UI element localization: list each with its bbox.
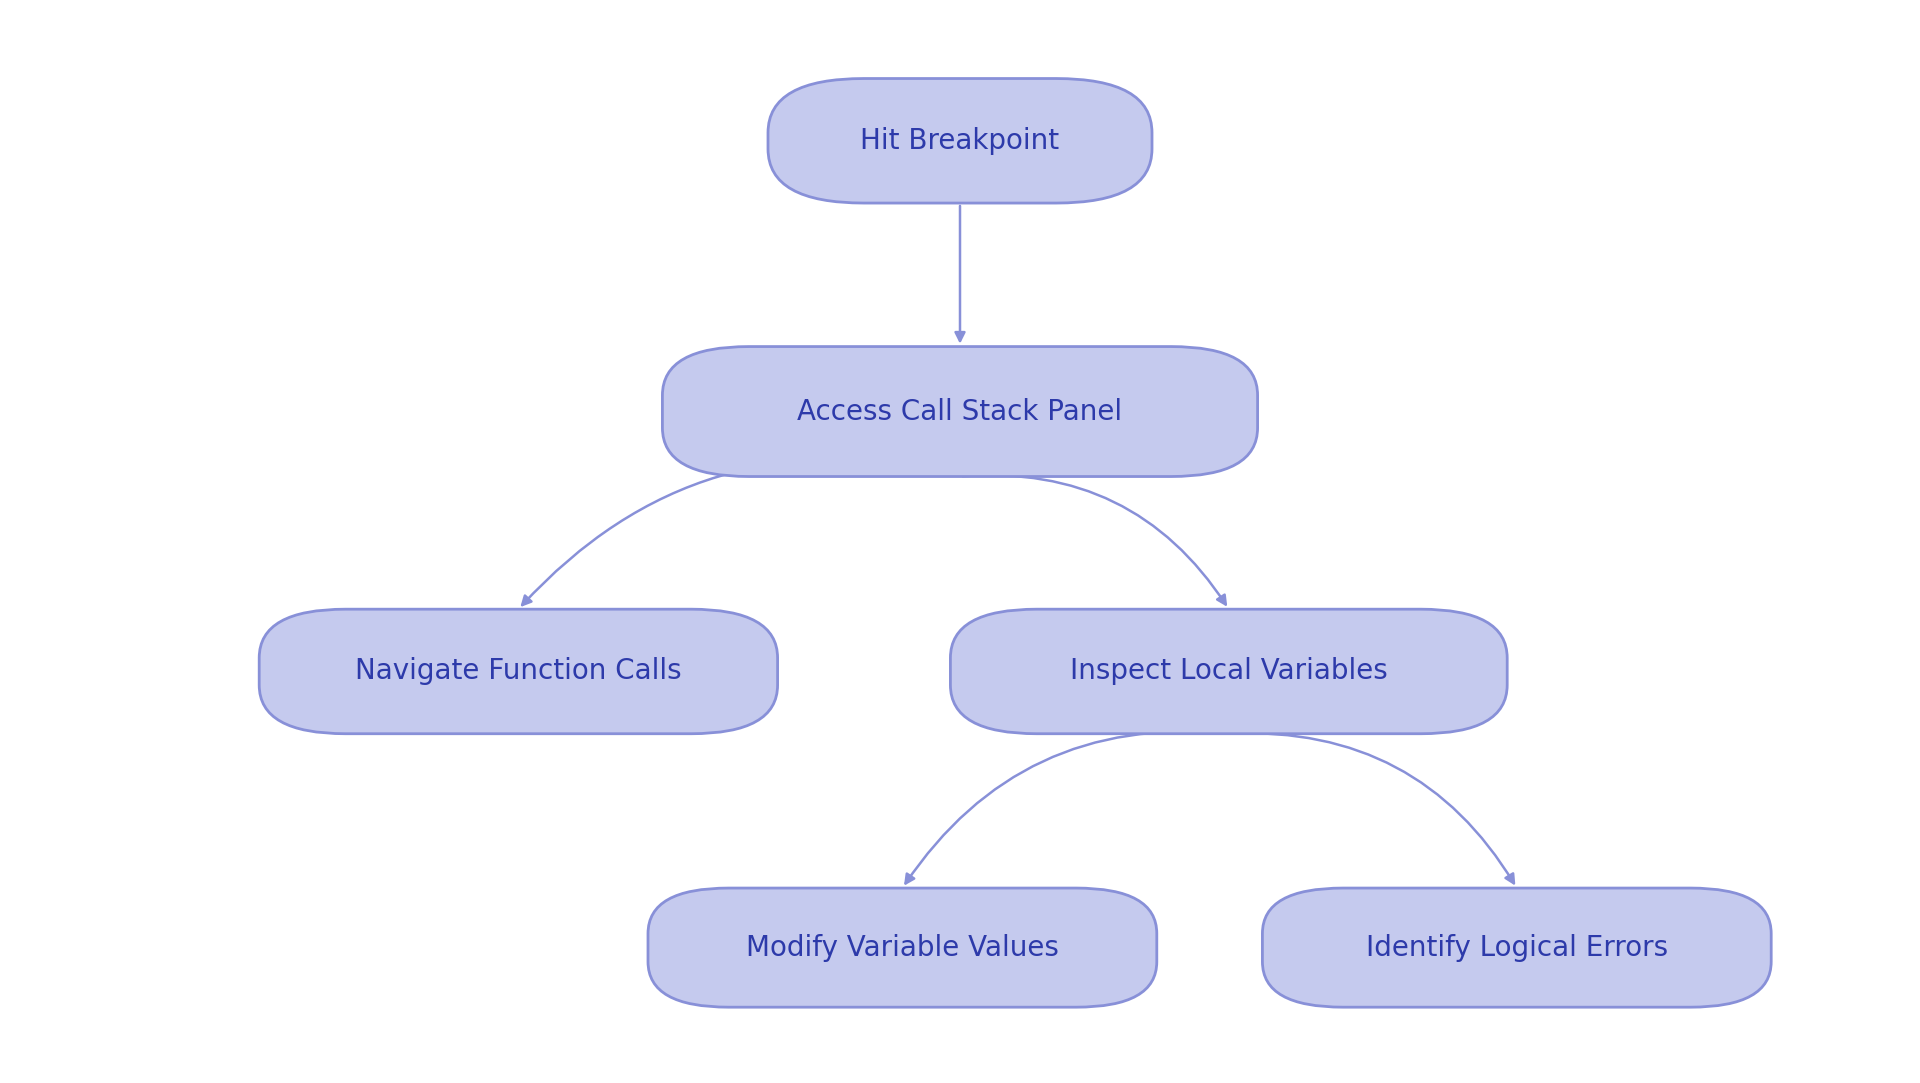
FancyBboxPatch shape (662, 347, 1258, 477)
Text: Access Call Stack Panel: Access Call Stack Panel (797, 397, 1123, 426)
FancyBboxPatch shape (1263, 888, 1770, 1007)
Text: Inspect Local Variables: Inspect Local Variables (1069, 657, 1388, 686)
FancyBboxPatch shape (768, 79, 1152, 204)
FancyBboxPatch shape (950, 609, 1507, 734)
FancyBboxPatch shape (259, 609, 778, 734)
FancyBboxPatch shape (647, 888, 1156, 1007)
Text: Navigate Function Calls: Navigate Function Calls (355, 657, 682, 686)
Text: Hit Breakpoint: Hit Breakpoint (860, 127, 1060, 155)
Text: Modify Variable Values: Modify Variable Values (747, 934, 1058, 962)
Text: Identify Logical Errors: Identify Logical Errors (1365, 934, 1668, 962)
